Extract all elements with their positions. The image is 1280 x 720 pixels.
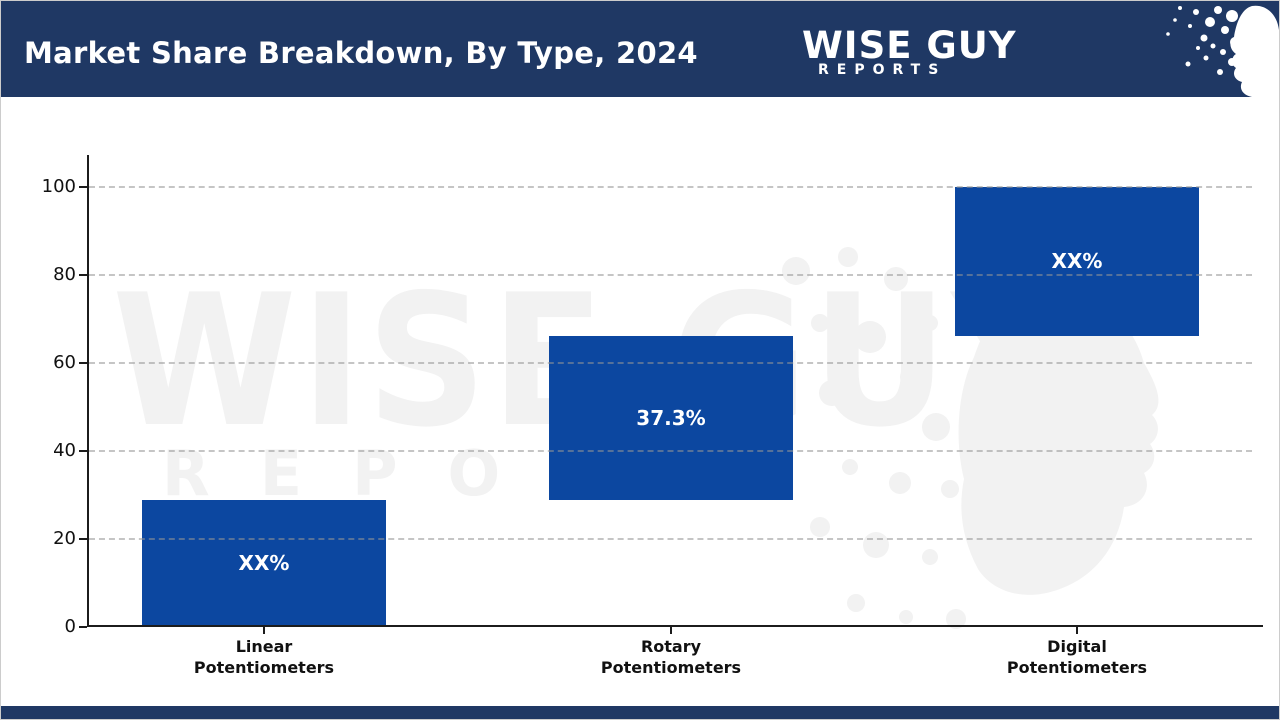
logo-subtitle: REPORTS	[818, 62, 947, 78]
category-label-line: Rotary	[640, 637, 702, 656]
category-label: Digital Potentiometers	[947, 636, 1207, 678]
category-label-line: Potentiometers	[1006, 658, 1148, 677]
chart-area: WISE GUY REPORTS 0 20 40 60 80 100 XX% Linear Po…	[0, 97, 1280, 706]
bar-value-label: XX%	[1051, 249, 1103, 274]
x-tick-mark	[670, 627, 672, 634]
y-axis	[87, 155, 89, 625]
y-tick-mark	[79, 274, 87, 276]
bar-segment	[142, 499, 386, 627]
brand-logo: WISE GUY REPORTS	[802, 0, 1280, 97]
page-title: Market Share Breakdown, By Type, 2024	[24, 36, 698, 70]
face-profile-dots-icon	[1166, 5, 1280, 97]
y-tick-mark	[79, 450, 87, 452]
y-tick-label: 20	[53, 528, 76, 549]
y-tick-label: 80	[53, 264, 76, 285]
watermark-face-profile-dots-icon	[782, 247, 1159, 629]
gridline	[89, 362, 1252, 364]
y-tick-label: 40	[53, 440, 76, 461]
header-banner: Market Share Breakdown, By Type, 2024 WI…	[0, 0, 1280, 97]
gridline	[89, 274, 1252, 276]
x-tick-mark	[263, 627, 265, 634]
y-tick-mark	[79, 362, 87, 364]
bar-segment	[955, 187, 1199, 336]
y-tick-label: 100	[41, 176, 76, 197]
gridline	[89, 186, 1252, 188]
bar-value-label: XX%	[238, 551, 290, 576]
y-tick-label: 0	[64, 616, 76, 637]
category-label: Linear Potentiometers	[134, 636, 394, 678]
category-label: Rotary Potentiometers	[541, 636, 801, 678]
gridline	[89, 450, 1252, 452]
bar-value-label: 37.3%	[636, 405, 706, 430]
y-tick-label: 60	[53, 352, 76, 373]
y-tick-mark	[79, 186, 87, 188]
footer-bar	[0, 706, 1280, 720]
category-label-line: Potentiometers	[600, 658, 742, 677]
category-label-line: Potentiometers	[193, 658, 335, 677]
y-tick-mark	[79, 538, 87, 540]
logo-wordmark: WISE GUY	[802, 24, 1017, 67]
category-label-line: Linear	[235, 637, 293, 656]
x-axis	[87, 625, 1263, 627]
category-label-line: Digital	[1047, 637, 1107, 656]
y-tick-mark	[79, 626, 87, 628]
gridline	[89, 538, 1252, 540]
x-tick-mark	[1076, 627, 1078, 634]
